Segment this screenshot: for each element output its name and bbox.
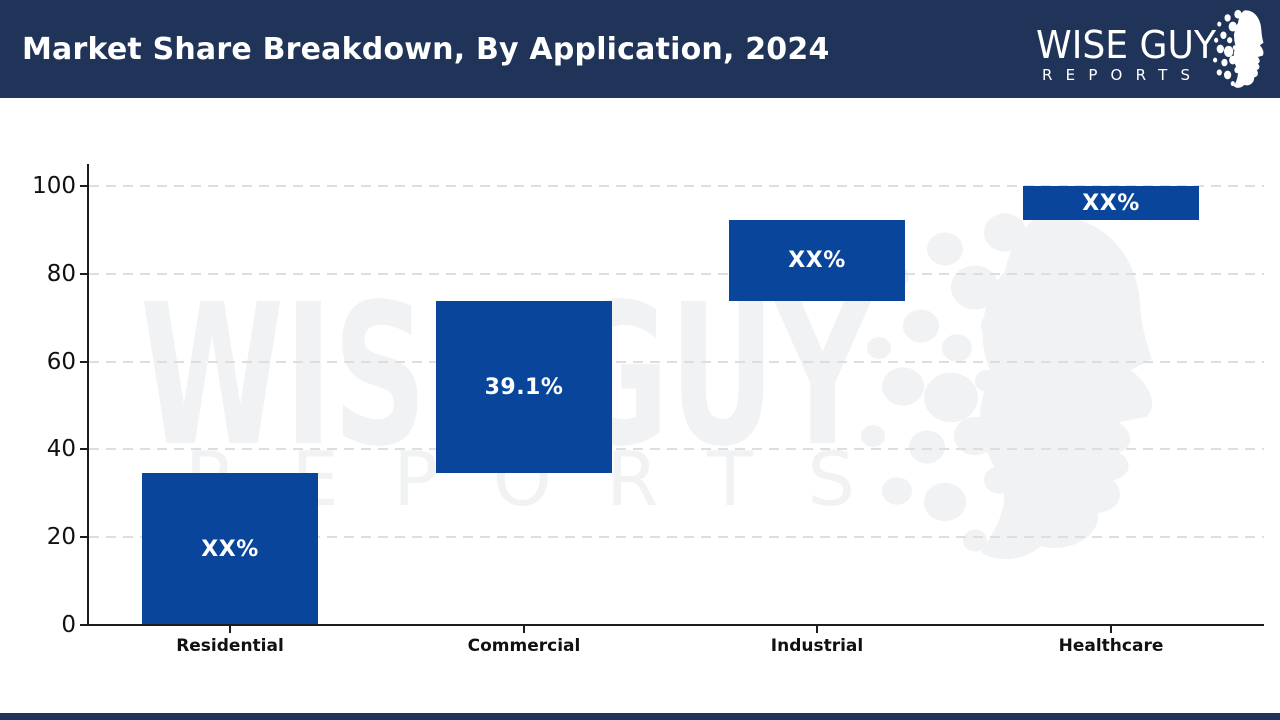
bar-commercial: 39.1%: [436, 301, 612, 474]
logo-head-icon: [1213, 9, 1264, 88]
bar-value-label: XX%: [788, 248, 846, 274]
y-tick-label: 60: [46, 348, 76, 375]
bar-industrial: XX%: [729, 220, 905, 302]
y-tick-mark: [80, 272, 89, 275]
y-tick-mark: [80, 448, 89, 451]
y-tick-label: 100: [32, 173, 76, 199]
x-tick-mark: [523, 626, 525, 633]
x-tick-mark: [1110, 626, 1112, 633]
y-tick-label: 80: [46, 260, 76, 287]
y-tick-mark: [80, 185, 89, 187]
category-label-residential: Residential: [176, 636, 284, 656]
chart-title: Market Share Breakdown, By Application, …: [22, 31, 830, 67]
y-tick-mark: [80, 624, 89, 626]
y-axis-line: [87, 164, 89, 626]
gridline: [89, 272, 1264, 275]
bar-value-label: 39.1%: [484, 374, 564, 400]
gridline: [89, 536, 1264, 539]
logo-text-wise-guy: WISE GUY: [1036, 23, 1217, 67]
gridline: [89, 185, 1264, 187]
x-tick-mark: [816, 626, 818, 633]
gridline: [89, 360, 1264, 363]
x-tick-mark: [229, 626, 231, 633]
bar-healthcare: XX%: [1023, 186, 1199, 221]
wise-guy-reports-logo: WISE GUY REPORTS: [1036, 9, 1264, 88]
y-tick-label: 0: [61, 612, 76, 638]
bar-value-label: XX%: [1082, 190, 1140, 216]
bar-value-label: XX%: [201, 536, 259, 562]
y-tick-mark: [80, 536, 89, 539]
category-label-commercial: Commercial: [467, 636, 581, 656]
footer-bar: [0, 713, 1280, 720]
y-tick-label: 20: [46, 524, 76, 551]
x-axis-line: [87, 624, 1264, 626]
category-label-healthcare: Healthcare: [1058, 636, 1164, 656]
category-label-industrial: Industrial: [770, 636, 864, 656]
gridline: [89, 448, 1264, 451]
header-bar: Market Share Breakdown, By Application, …: [0, 0, 1280, 98]
bar-residential: XX%: [142, 473, 318, 625]
logo-text-reports: REPORTS: [1042, 66, 1190, 84]
y-tick-label: 40: [46, 436, 76, 463]
y-tick-mark: [80, 360, 89, 363]
